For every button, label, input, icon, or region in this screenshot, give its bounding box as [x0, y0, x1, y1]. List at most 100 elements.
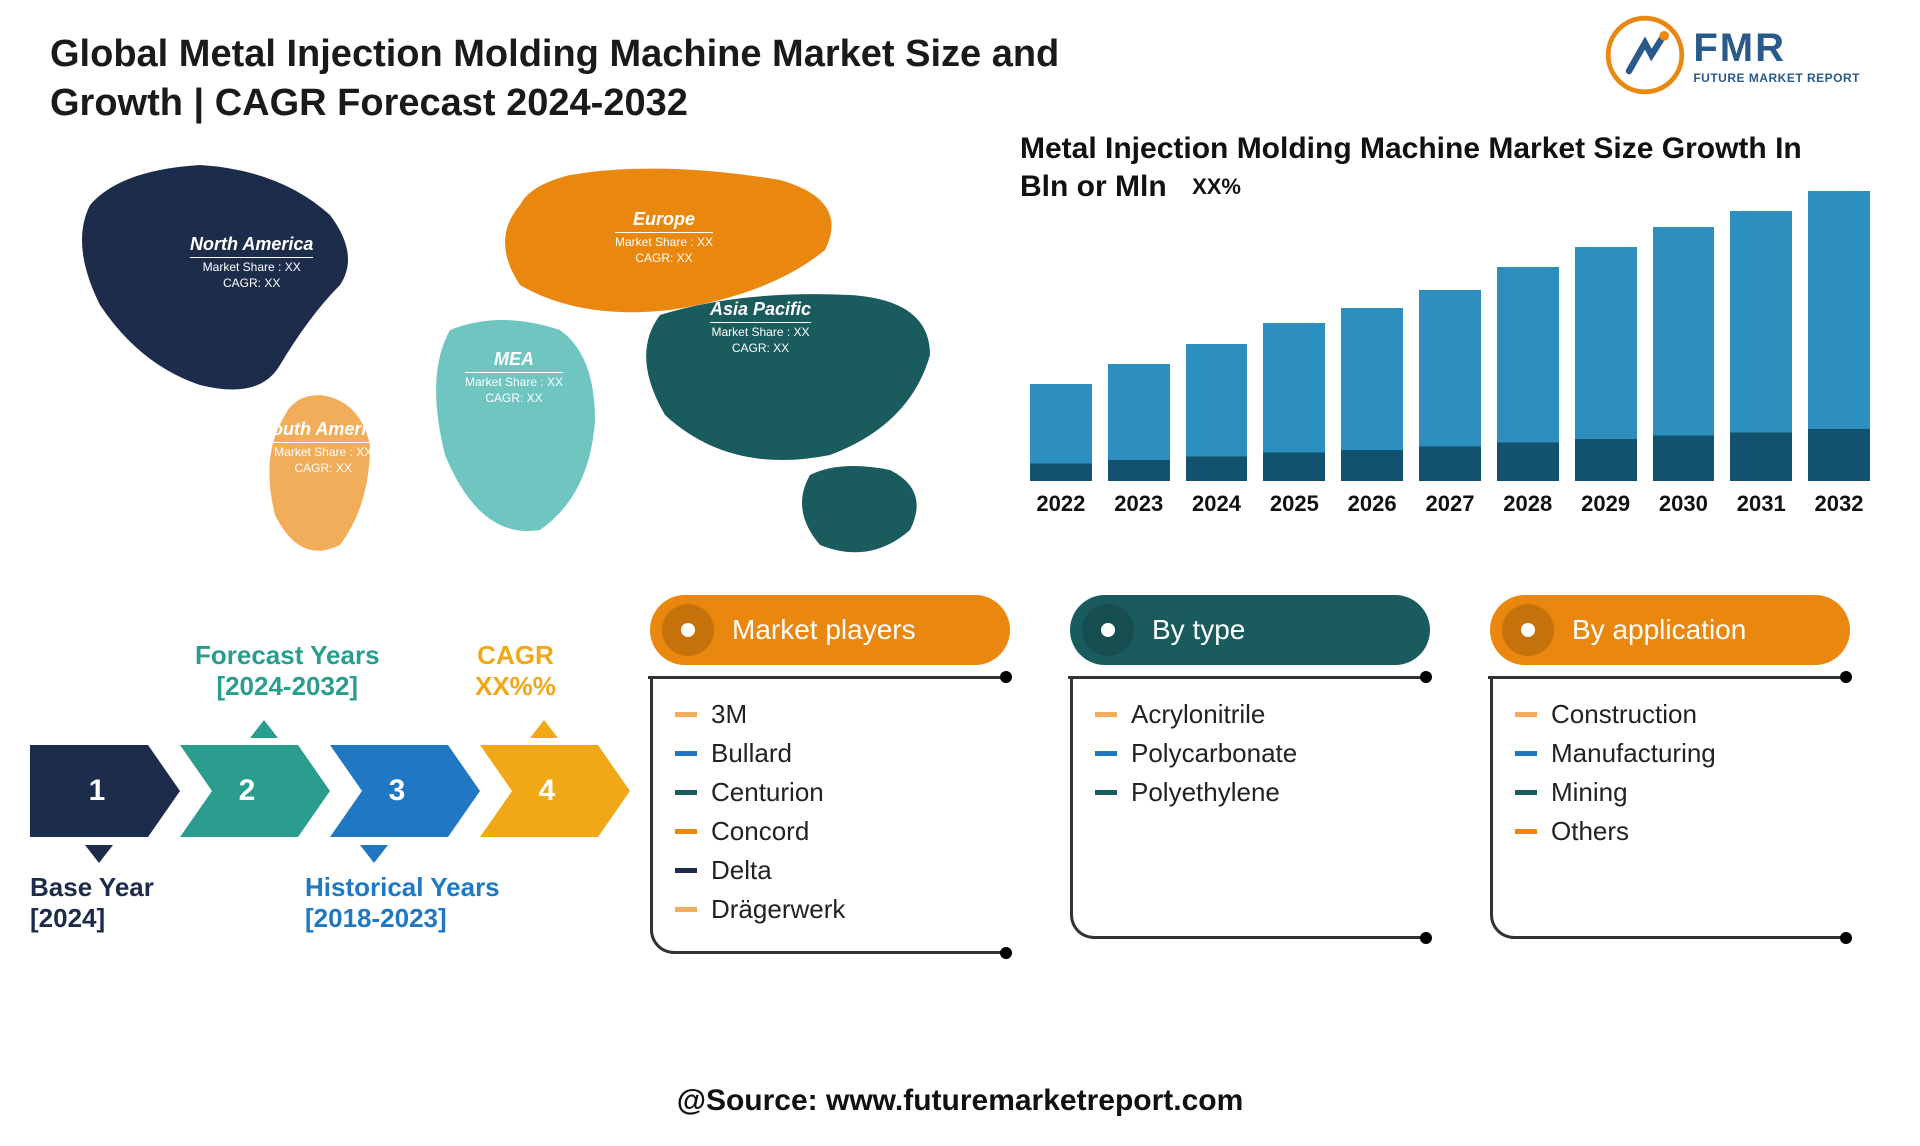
category-item-label: Construction [1551, 699, 1697, 730]
dash-icon [675, 751, 697, 756]
category-item: Delta [675, 855, 1010, 886]
dash-icon [1515, 790, 1537, 795]
category-item-label: Bullard [711, 738, 792, 769]
bar-year-label: 2025 [1270, 491, 1319, 517]
category-bracket: 3M Bullard Centurion Concord Delta Drägerwerk [650, 679, 1010, 954]
category-pill: Market players [650, 595, 1010, 665]
logo-text-sub: FUTURE MARKET REPORT [1693, 71, 1860, 85]
fmr-logo: FMR FUTURE MARKET REPORT [1605, 15, 1860, 95]
bar-column: 2030 [1653, 227, 1715, 517]
bar-year-label: 2024 [1192, 491, 1241, 517]
timeline-bottom-label: Historical Years[2018-2023] [305, 872, 500, 934]
category-columns: Market players 3M Bullard Centurion Concord… [650, 595, 1850, 954]
bar [1730, 211, 1792, 481]
bar [1653, 227, 1715, 481]
category-pill: By application [1490, 595, 1850, 665]
triangle-down-icon [85, 845, 113, 863]
dash-icon [675, 790, 697, 795]
growth-bar-chart: Metal Injection Molding Machine Market S… [1020, 130, 1870, 570]
category-title: By type [1152, 614, 1245, 646]
timeline-chevrons: Forecast Years[2024-2032]CAGRXX%% 1 2 3 … [30, 600, 620, 960]
category-item: Mining [1515, 777, 1850, 808]
category-column: By application Construction Manufacturing… [1490, 595, 1850, 954]
bar-column: 2028 [1497, 267, 1559, 517]
source-attribution: @Source: www.futuremarketreport.com [0, 1084, 1920, 1118]
category-item: Bullard [675, 738, 1010, 769]
bar-column: 2027 [1419, 290, 1481, 517]
category-item-label: Centurion [711, 777, 824, 808]
dash-icon [675, 712, 697, 717]
category-item-label: Manufacturing [1551, 738, 1716, 769]
category-item: 3M [675, 699, 1010, 730]
bar [1186, 344, 1248, 481]
dash-icon [675, 868, 697, 873]
category-item: Polyethylene [1095, 777, 1430, 808]
timeline-step: 1 [30, 745, 180, 837]
category-item: Manufacturing [1515, 738, 1850, 769]
bar-year-label: 2027 [1425, 491, 1474, 517]
bar [1263, 323, 1325, 481]
bar [1575, 247, 1637, 481]
category-column: Market players 3M Bullard Centurion Concord… [650, 595, 1010, 954]
triangle-up-icon [250, 720, 278, 738]
bar-year-label: 2022 [1036, 491, 1085, 517]
category-item-label: Acrylonitrile [1131, 699, 1265, 730]
bar-year-label: 2028 [1503, 491, 1552, 517]
region-label: North America Market Share : XX CAGR: XX [180, 230, 323, 295]
bar-year-label: 2029 [1581, 491, 1630, 517]
timeline-bottom-label: Base Year[2024] [30, 872, 154, 934]
bar [1419, 290, 1481, 481]
bar-value-label: XX% [1192, 174, 1241, 200]
pill-dot-icon [1082, 604, 1134, 656]
category-item-label: Drägerwerk [711, 894, 845, 925]
category-item: Drägerwerk [675, 894, 1010, 925]
page-title: Global Metal Injection Molding Machine M… [50, 30, 1070, 129]
region-label: MEA Market Share : XX CAGR: XX [455, 345, 573, 410]
category-item: Centurion [675, 777, 1010, 808]
bar [1108, 364, 1170, 481]
bar-year-label: 2023 [1114, 491, 1163, 517]
timeline-top-label: Forecast Years[2024-2032] [195, 640, 380, 702]
pill-dot-icon [662, 604, 714, 656]
category-item: Others [1515, 816, 1850, 847]
bar-column: 2031 [1730, 211, 1792, 517]
category-bracket: Construction Manufacturing Mining Others [1490, 679, 1850, 939]
category-item-label: Concord [711, 816, 809, 847]
timeline-top-label: CAGRXX%% [475, 640, 556, 702]
bar-column: 2026 [1341, 308, 1403, 517]
bar-column: 2025 [1263, 323, 1325, 517]
dash-icon [1515, 751, 1537, 756]
dash-icon [1095, 751, 1117, 756]
category-item-label: 3M [711, 699, 747, 730]
timeline-step: 4 [480, 745, 630, 837]
dash-icon [1515, 829, 1537, 834]
bar [1030, 384, 1092, 481]
category-column: By type Acrylonitrile Polycarbonate Polyet… [1070, 595, 1430, 954]
dash-icon [1095, 712, 1117, 717]
triangle-up-icon [530, 720, 558, 738]
category-title: By application [1572, 614, 1746, 646]
bar [1808, 191, 1870, 481]
timeline-step: 3 [330, 745, 480, 837]
chart-title: Metal Injection Molding Machine Market S… [1020, 130, 1870, 205]
dash-icon [675, 829, 697, 834]
pill-dot-icon [1502, 604, 1554, 656]
bar [1497, 267, 1559, 481]
category-item-label: Mining [1551, 777, 1628, 808]
bar-column: XX% 2032 [1808, 191, 1870, 517]
bar-column: 2029 [1575, 247, 1637, 517]
bar-year-label: 2032 [1815, 491, 1864, 517]
bar-year-label: 2031 [1737, 491, 1786, 517]
region-label: Europe Market Share : XX CAGR: XX [605, 205, 723, 270]
bar-year-label: 2026 [1348, 491, 1397, 517]
logo-text-main: FMR [1693, 26, 1860, 71]
category-item-label: Others [1551, 816, 1629, 847]
dash-icon [1095, 790, 1117, 795]
world-map: North America Market Share : XX CAGR: XX… [50, 145, 980, 575]
bar-column: 2022 [1030, 384, 1092, 517]
triangle-down-icon [360, 845, 388, 863]
category-item: Acrylonitrile [1095, 699, 1430, 730]
bar-year-label: 2030 [1659, 491, 1708, 517]
timeline-step: 2 [180, 745, 330, 837]
category-item-label: Polycarbonate [1131, 738, 1297, 769]
